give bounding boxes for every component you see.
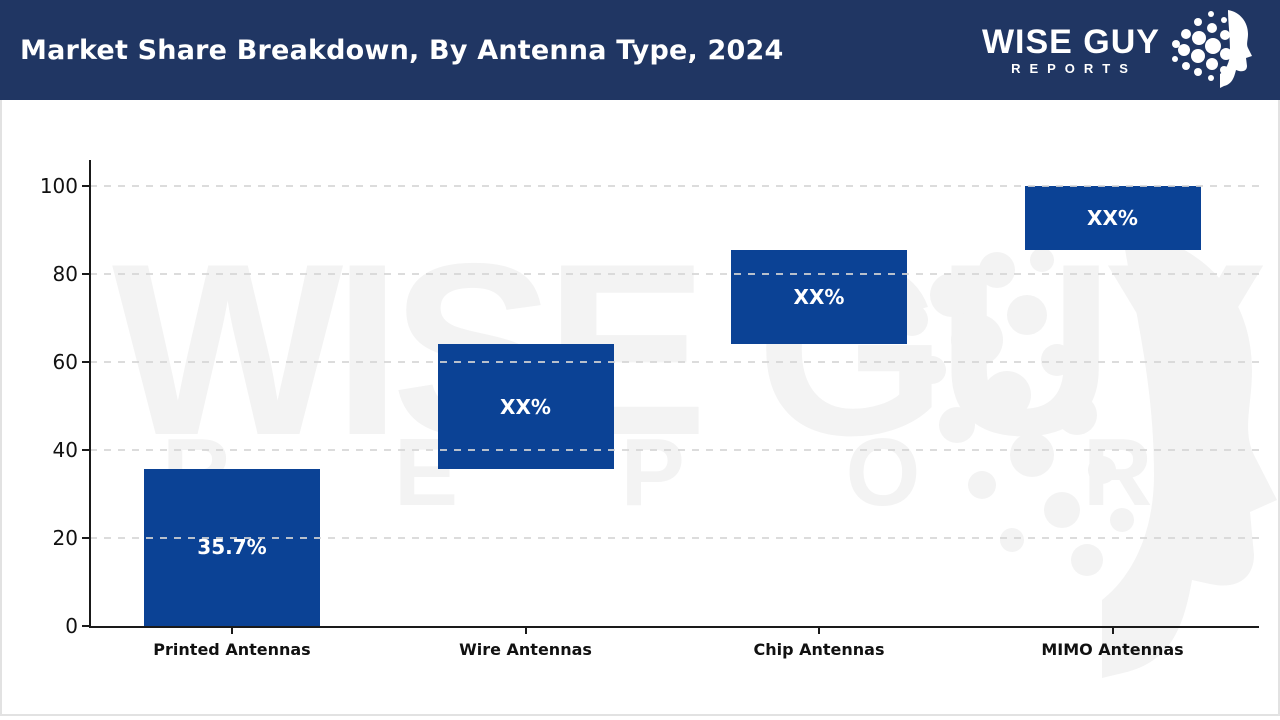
x-category-label: Chip Antennas [753, 640, 885, 659]
bar-mimo-antennas: XX% [1024, 186, 1201, 250]
y-tick-mark [82, 185, 90, 187]
y-tick-label: 100 [39, 174, 78, 198]
y-tick-mark [82, 273, 90, 275]
plot-region: 35.7% Printed Antennas XX% Wire Antennas XX%… [2, 100, 1278, 714]
y-tick-mark [82, 537, 90, 539]
bar-value-label: XX% [500, 394, 551, 419]
gridline-40 [90, 449, 1259, 451]
brand-name: WISE GUY [981, 22, 1160, 61]
y-tick-label: 0 [65, 614, 78, 638]
chart-title: Market Share Breakdown, By Antenna Type,… [20, 34, 784, 66]
header-bar: Market Share Breakdown, By Antenna Type,… [0, 0, 1280, 100]
y-tick-label: 80 [52, 262, 78, 286]
y-tick-label: 40 [52, 438, 78, 462]
y-tick-mark [82, 449, 90, 451]
y-tick-mark [82, 361, 90, 363]
y-tick-label: 60 [52, 350, 78, 374]
bar-printed-antennas: 35.7% [144, 468, 320, 626]
dot-head-profile-icon [1162, 4, 1254, 96]
x-tick-mark [231, 628, 233, 634]
y-tick-label: 20 [52, 526, 78, 550]
gridline-60 [90, 361, 1259, 363]
y-tick-mark [82, 625, 90, 627]
bar-chip-antennas: XX% [731, 249, 907, 345]
y-axis-line [89, 160, 91, 628]
x-tick-mark [818, 628, 820, 634]
x-category-label: Printed Antennas [153, 640, 311, 659]
bar-value-label: 35.7% [197, 535, 267, 560]
x-category-label: MIMO Antennas [1041, 640, 1184, 659]
bar-wire-antennas: XX% [437, 344, 614, 469]
bar-value-label: XX% [793, 285, 845, 310]
x-tick-mark [524, 628, 527, 634]
bar-value-label: XX% [1087, 205, 1138, 230]
brand-logo: WISE GUY REPORTS [982, 4, 1254, 96]
x-axis-line [89, 626, 1259, 628]
gridline-100 [90, 185, 1259, 187]
brand-subtitle: REPORTS [1011, 60, 1137, 76]
gridline-20 [90, 537, 1259, 539]
x-category-label: Wire Antennas [459, 640, 592, 659]
x-tick-mark [1111, 628, 1114, 634]
chart-area: WISE GUY R E P O R T S 35.7%Printed Ante… [0, 100, 1280, 716]
gridline-80 [90, 273, 1259, 275]
brand-logo-text: WISE GUY REPORTS [982, 25, 1160, 76]
